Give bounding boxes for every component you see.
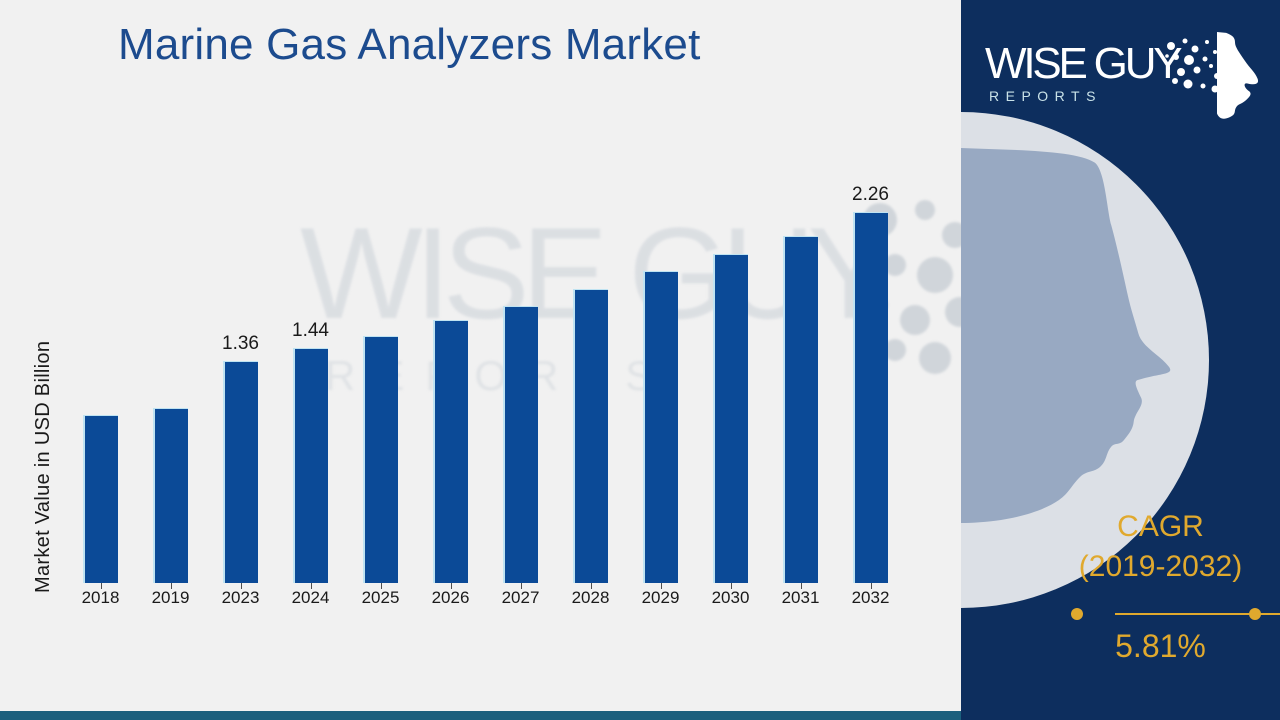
- svg-text:WISE GUY: WISE GUY: [985, 39, 1182, 88]
- svg-text:REPORTS: REPORTS: [989, 88, 1102, 104]
